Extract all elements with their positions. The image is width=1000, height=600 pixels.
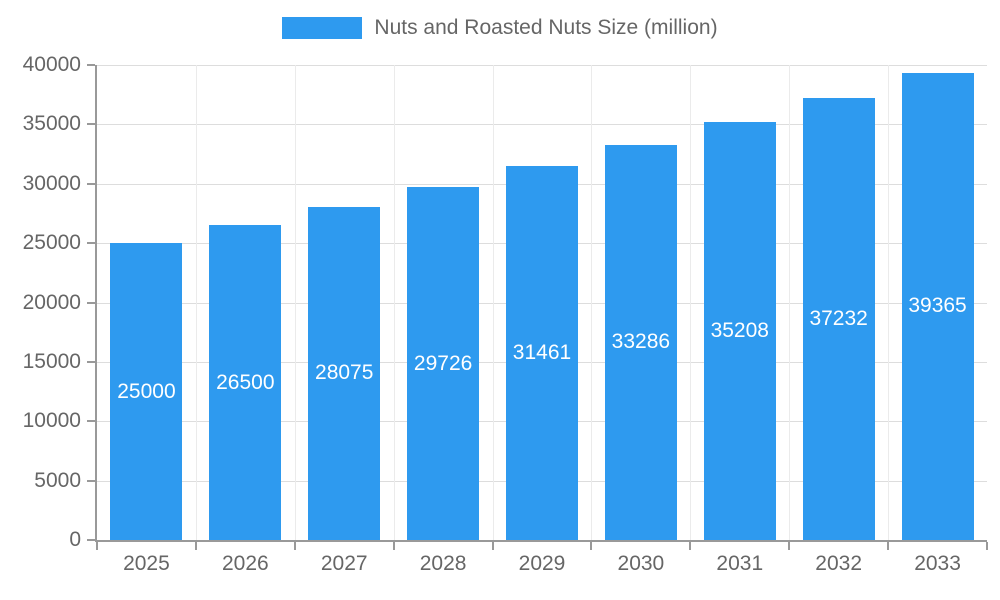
bar-2029: 31461 bbox=[506, 166, 578, 540]
x-gridline bbox=[690, 65, 692, 540]
x-gridline bbox=[888, 65, 890, 540]
x-tick-label: 2031 bbox=[716, 552, 764, 575]
bar-2033: 39365 bbox=[901, 72, 974, 540]
y-tick-label: 40000 bbox=[22, 53, 81, 76]
x-gridline bbox=[591, 65, 593, 540]
bar-value-label: 25000 bbox=[117, 379, 176, 403]
plot-area: 0 5000 10000 15000 20000 25000 30000 35000 40000… bbox=[23, 53, 988, 575]
y-tick-mark bbox=[87, 420, 95, 423]
bar-2025: 25000 bbox=[110, 243, 183, 540]
legend-swatch bbox=[282, 17, 363, 39]
x-tick-mark bbox=[293, 542, 296, 550]
y-tick-mark bbox=[87, 479, 95, 482]
bar-2028: 29726 bbox=[407, 187, 480, 540]
x-gridline bbox=[789, 65, 791, 540]
x-gridline bbox=[294, 65, 296, 540]
x-tick-label: 2027 bbox=[320, 552, 368, 575]
bar-value-label: 33286 bbox=[611, 330, 671, 354]
y-tick-label: 10000 bbox=[22, 409, 81, 433]
bar-value-label: 26500 bbox=[216, 370, 275, 394]
x-tick-label: 2025 bbox=[123, 552, 170, 575]
x-tick-mark bbox=[689, 542, 692, 550]
x-tick-label: 2028 bbox=[419, 552, 467, 575]
bar-value-label: 28075 bbox=[315, 361, 374, 385]
x-tick-mark bbox=[788, 542, 791, 550]
x-tick-label: 2029 bbox=[518, 552, 566, 575]
y-tick-mark bbox=[87, 242, 95, 245]
y-tick-label: 35000 bbox=[22, 112, 81, 136]
x-tick-mark bbox=[194, 542, 197, 550]
x-gridline bbox=[195, 65, 197, 540]
y-tick-mark bbox=[87, 64, 95, 66]
bar-2026: 26500 bbox=[209, 225, 282, 540]
y-tick-label: 5000 bbox=[34, 468, 81, 492]
y-tick-label: 0 bbox=[69, 528, 81, 551]
legend: Nuts and Roasted Nuts Size (million) bbox=[0, 16, 1000, 40]
x-gridline bbox=[393, 65, 395, 540]
x-tick-label: 2026 bbox=[221, 552, 269, 575]
bar-value-label: 35208 bbox=[710, 318, 769, 342]
x-tick-mark bbox=[590, 542, 593, 550]
bar-value-label: 39365 bbox=[908, 294, 967, 318]
bar-value-label: 37232 bbox=[809, 306, 868, 330]
y-tick-label: 25000 bbox=[22, 231, 81, 255]
y-tick-label: 30000 bbox=[22, 171, 81, 195]
y-gridline bbox=[97, 124, 987, 126]
x-tick-mark bbox=[491, 542, 494, 550]
x-tick-mark bbox=[887, 542, 890, 550]
bar-2030: 33286 bbox=[604, 144, 677, 540]
x-tick-mark bbox=[96, 542, 98, 550]
y-tick-mark bbox=[87, 301, 95, 304]
y-tick-mark bbox=[87, 182, 95, 185]
x-tick-label: 2032 bbox=[815, 552, 863, 575]
bar-value-label: 31461 bbox=[512, 341, 572, 365]
bar-value-label: 29726 bbox=[413, 351, 473, 375]
y-tick-mark bbox=[87, 360, 95, 363]
bar-2031: 35208 bbox=[703, 121, 776, 540]
y-gridline bbox=[97, 65, 987, 66]
y-tick-label: 15000 bbox=[22, 349, 81, 373]
x-gridline bbox=[492, 65, 494, 540]
bar-2027: 28075 bbox=[308, 206, 381, 540]
y-tick-label: 20000 bbox=[22, 290, 81, 314]
y-tick-mark bbox=[87, 123, 95, 126]
x-tick-label: 2030 bbox=[617, 552, 665, 575]
legend-label: Nuts and Roasted Nuts Size (million) bbox=[374, 16, 718, 39]
bar-2032: 37232 bbox=[802, 97, 875, 540]
x-tick-mark bbox=[392, 542, 395, 550]
x-tick-mark bbox=[986, 542, 988, 550]
x-tick-label: 2033 bbox=[914, 552, 961, 575]
y-tick-mark bbox=[87, 539, 95, 541]
